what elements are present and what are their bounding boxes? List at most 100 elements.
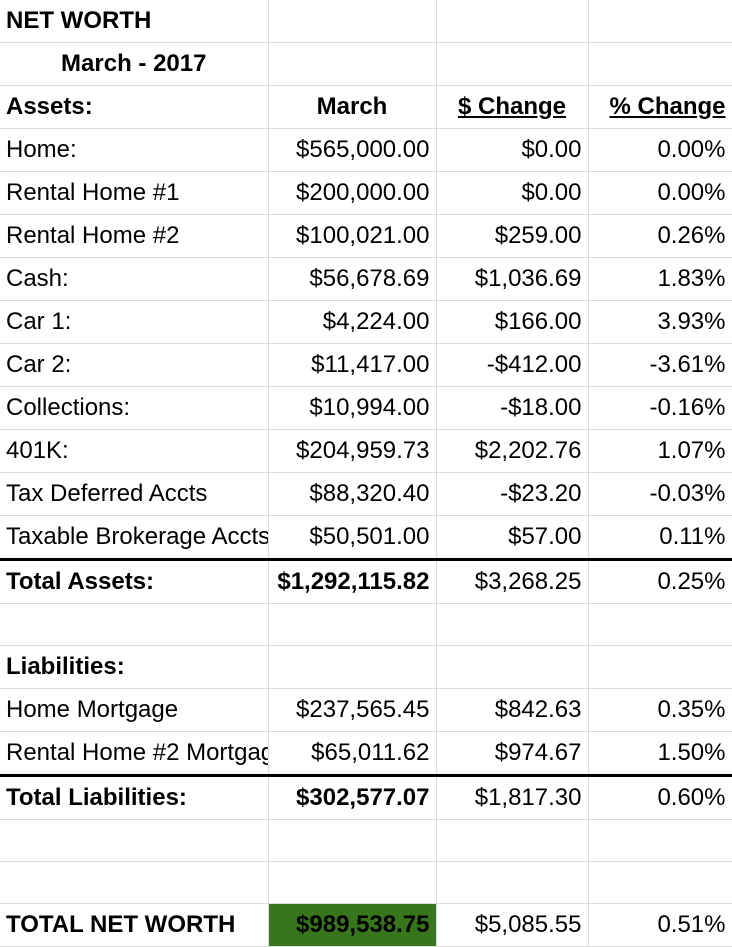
asset-change: -$412.00: [436, 343, 589, 387]
spacer-cell-percent: [588, 861, 732, 904]
table-row: 401K: $204,959.73 $2,202.76 1.07%: [0, 429, 732, 473]
column-header-row: Assets: March $ Change % Change: [0, 85, 732, 129]
asset-label: Car 2:: [0, 343, 269, 387]
asset-percent: 1.83%: [588, 257, 732, 301]
asset-change: $2,202.76: [436, 429, 589, 473]
liabilities-header-blank-change: [436, 645, 589, 689]
period-row-blank-amount: [268, 42, 437, 86]
asset-change: $1,036.69: [436, 257, 589, 301]
asset-change: -$23.20: [436, 472, 589, 516]
liability-percent: 1.50%: [588, 731, 732, 776]
spacer-cell-change: [436, 603, 589, 646]
spacer-cell-amount: [268, 861, 437, 904]
table-row: Collections: $10,994.00 -$18.00 -0.16%: [0, 386, 732, 430]
period-row: March - 2017: [0, 42, 732, 86]
table-row: Taxable Brokerage Accts $50,501.00 $57.0…: [0, 515, 732, 560]
title-row-blank-change: [436, 0, 589, 43]
liability-change: $974.67: [436, 731, 589, 776]
table-row: Home: $565,000.00 $0.00 0.00%: [0, 128, 732, 172]
total-assets-amount: $1,292,115.82: [268, 558, 437, 604]
spacer-row: [0, 603, 732, 646]
period-label: March - 2017: [0, 42, 269, 86]
table-row: Car 1: $4,224.00 $166.00 3.93%: [0, 300, 732, 344]
total-liabilities-row: Total Liabilities: $302,577.07 $1,817.30…: [0, 774, 732, 820]
asset-label: Cash:: [0, 257, 269, 301]
total-liabilities-change: $1,817.30: [436, 774, 589, 820]
total-liabilities-label: Total Liabilities:: [0, 774, 269, 820]
title-row: NET WORTH: [0, 0, 732, 43]
asset-change: $166.00: [436, 300, 589, 344]
table-row: Rental Home #1 $200,000.00 $0.00 0.00%: [0, 171, 732, 215]
table-row: Tax Deferred Accts $88,320.40 -$23.20 -0…: [0, 472, 732, 516]
asset-percent: 1.07%: [588, 429, 732, 473]
asset-amount: $565,000.00: [268, 128, 437, 172]
asset-amount: $11,417.00: [268, 343, 437, 387]
spacer-cell-percent: [588, 819, 732, 862]
liabilities-header-row: Liabilities:: [0, 645, 732, 689]
liabilities-header-blank-percent: [588, 645, 732, 689]
asset-change: -$18.00: [436, 386, 589, 430]
asset-amount: $204,959.73: [268, 429, 437, 473]
asset-label: 401K:: [0, 429, 269, 473]
liabilities-header-blank-amount: [268, 645, 437, 689]
asset-change: $259.00: [436, 214, 589, 258]
asset-label: Rental Home #2: [0, 214, 269, 258]
asset-percent: 0.00%: [588, 171, 732, 215]
total-liabilities-amount: $302,577.07: [268, 774, 437, 820]
table-row: Rental Home #2 Mortgage $65,011.62 $974.…: [0, 731, 732, 776]
title-row-blank-percent: [588, 0, 732, 43]
spacer-cell-amount: [268, 819, 437, 862]
spacer-cell-label: [0, 819, 269, 862]
asset-percent: 0.26%: [588, 214, 732, 258]
net-worth-change: $5,085.55: [436, 903, 589, 947]
asset-label: Car 1:: [0, 300, 269, 344]
net-worth-percent: 0.51%: [588, 903, 732, 947]
asset-change: $0.00: [436, 128, 589, 172]
asset-percent: -3.61%: [588, 343, 732, 387]
spacer-cell-label: [0, 603, 269, 646]
asset-percent: 0.11%: [588, 515, 732, 560]
asset-amount: $100,021.00: [268, 214, 437, 258]
table-row: Rental Home #2 $100,021.00 $259.00 0.26%: [0, 214, 732, 258]
column-header-month: March: [268, 85, 437, 129]
asset-percent: -0.16%: [588, 386, 732, 430]
total-net-worth-row: TOTAL NET WORTH $989,538.75 $5,085.55 0.…: [0, 903, 732, 947]
spacer-cell-change: [436, 819, 589, 862]
spacer-cell-amount: [268, 603, 437, 646]
asset-amount: $50,501.00: [268, 515, 437, 560]
asset-label: Home:: [0, 128, 269, 172]
spacer-cell-change: [436, 861, 589, 904]
net-worth-amount: $989,538.75: [268, 903, 437, 947]
column-header-percent-change: % Change: [588, 85, 732, 129]
total-assets-row: Total Assets: $1,292,115.82 $3,268.25 0.…: [0, 558, 732, 604]
assets-section-header: Assets:: [0, 85, 269, 129]
asset-amount: $88,320.40: [268, 472, 437, 516]
total-assets-percent: 0.25%: [588, 558, 732, 604]
liabilities-section-header: Liabilities:: [0, 645, 269, 689]
asset-label: Rental Home #1: [0, 171, 269, 215]
table-row: Car 2: $11,417.00 -$412.00 -3.61%: [0, 343, 732, 387]
period-row-blank-change: [436, 42, 589, 86]
liability-label: Home Mortgage: [0, 688, 269, 732]
period-row-blank-percent: [588, 42, 732, 86]
title-row-blank-amount: [268, 0, 437, 43]
spacer-row: [0, 819, 732, 862]
asset-amount: $10,994.00: [268, 386, 437, 430]
total-assets-label: Total Assets:: [0, 558, 269, 604]
asset-label: Collections:: [0, 386, 269, 430]
table-row: Home Mortgage $237,565.45 $842.63 0.35%: [0, 688, 732, 732]
page-title: NET WORTH: [0, 0, 269, 43]
asset-percent: 0.00%: [588, 128, 732, 172]
spacer-row: [0, 861, 732, 904]
liability-amount: $237,565.45: [268, 688, 437, 732]
column-header-dollar-change: $ Change: [436, 85, 589, 129]
total-assets-change: $3,268.25: [436, 558, 589, 604]
total-liabilities-percent: 0.60%: [588, 774, 732, 820]
asset-amount: $200,000.00: [268, 171, 437, 215]
asset-change: $0.00: [436, 171, 589, 215]
asset-percent: 3.93%: [588, 300, 732, 344]
spacer-cell-label: [0, 861, 269, 904]
liability-amount: $65,011.62: [268, 731, 437, 776]
asset-amount: $56,678.69: [268, 257, 437, 301]
